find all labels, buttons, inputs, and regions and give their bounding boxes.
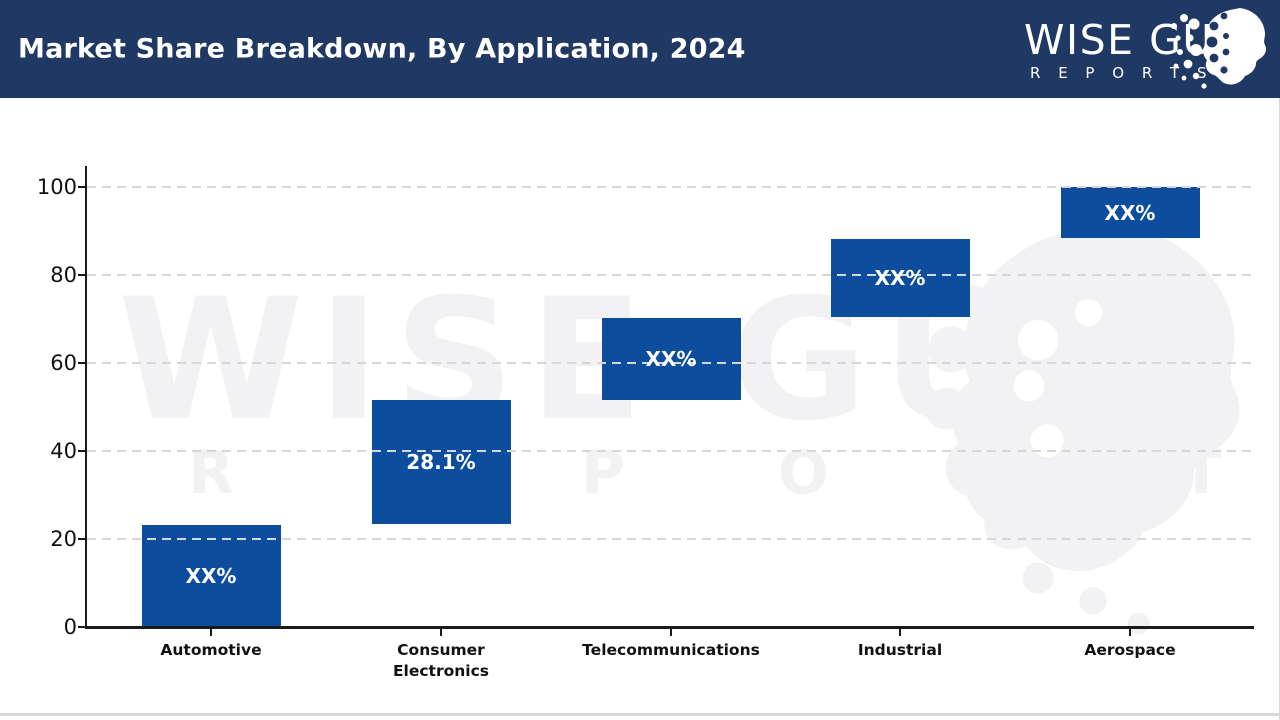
bar-consumer-electronics[interactable] (371, 400, 511, 524)
y-tick-label-80: 80 (50, 262, 77, 287)
x-tick-mark (670, 629, 672, 636)
bar-telecommunications[interactable] (601, 317, 741, 400)
x-tick-mark (210, 629, 212, 636)
bar-aerospace[interactable] (1060, 187, 1200, 239)
y-axis-line (85, 166, 87, 628)
category-label-industrial: Industrial (857, 641, 943, 659)
logo-subtitle: R E P O R T S (1030, 64, 1213, 82)
y-tick-mark (78, 626, 86, 628)
bar-value-label: XX% (874, 265, 926, 290)
category-label-automotive: Automotive (160, 641, 262, 659)
page-title: Market Share Breakdown, By Application, … (18, 33, 746, 65)
bar-value-label: XX% (1104, 200, 1156, 225)
bar-value-label: XX% (185, 563, 237, 588)
wise-guy-logo: WISE GUY R E P O R T S (1024, 8, 1267, 89)
y-tick-mark (78, 537, 86, 540)
y-tick-mark (78, 361, 86, 364)
y-tick-mark (78, 185, 86, 188)
watermark-head-logo (925, 220, 1240, 635)
header-bar: Market Share Breakdown, By Application, … (0, 0, 1280, 98)
bar-automotive[interactable] (141, 524, 281, 627)
category-label-telecommunications: Telecommunications (582, 641, 760, 659)
y-tick-label-40: 40 (50, 438, 77, 463)
y-tick-label-0: 0 (63, 615, 77, 639)
bar-value-label: 28.1% (406, 450, 476, 475)
category-label-consumer-electronics: Consumer Electronics (392, 641, 490, 680)
bar-industrial[interactable] (830, 238, 970, 317)
bar-value-label: XX% (645, 346, 697, 371)
x-tick-mark (1129, 629, 1131, 636)
category-label-aerospace: Aerospace (1084, 641, 1176, 659)
x-axis-line (85, 626, 1254, 629)
y-tick-label-20: 20 (50, 526, 77, 551)
gridline-60 (87, 361, 1253, 364)
gridline-80 (87, 273, 1253, 276)
logo-head-icon (1171, 8, 1267, 89)
y-tick-mark (78, 449, 86, 452)
x-tick-mark (440, 629, 442, 636)
y-tick-label-100: 100 (36, 174, 77, 199)
bottom-edge-strip (0, 713, 1280, 716)
gridline-40 (87, 449, 1253, 452)
gridline-100 (87, 185, 1253, 188)
gridline-20 (87, 537, 1253, 540)
y-tick-mark (78, 273, 86, 276)
logo-wordmark: WISE GUY (1024, 16, 1240, 64)
y-tick-label-60: 60 (50, 350, 77, 375)
x-tick-mark (899, 629, 901, 636)
